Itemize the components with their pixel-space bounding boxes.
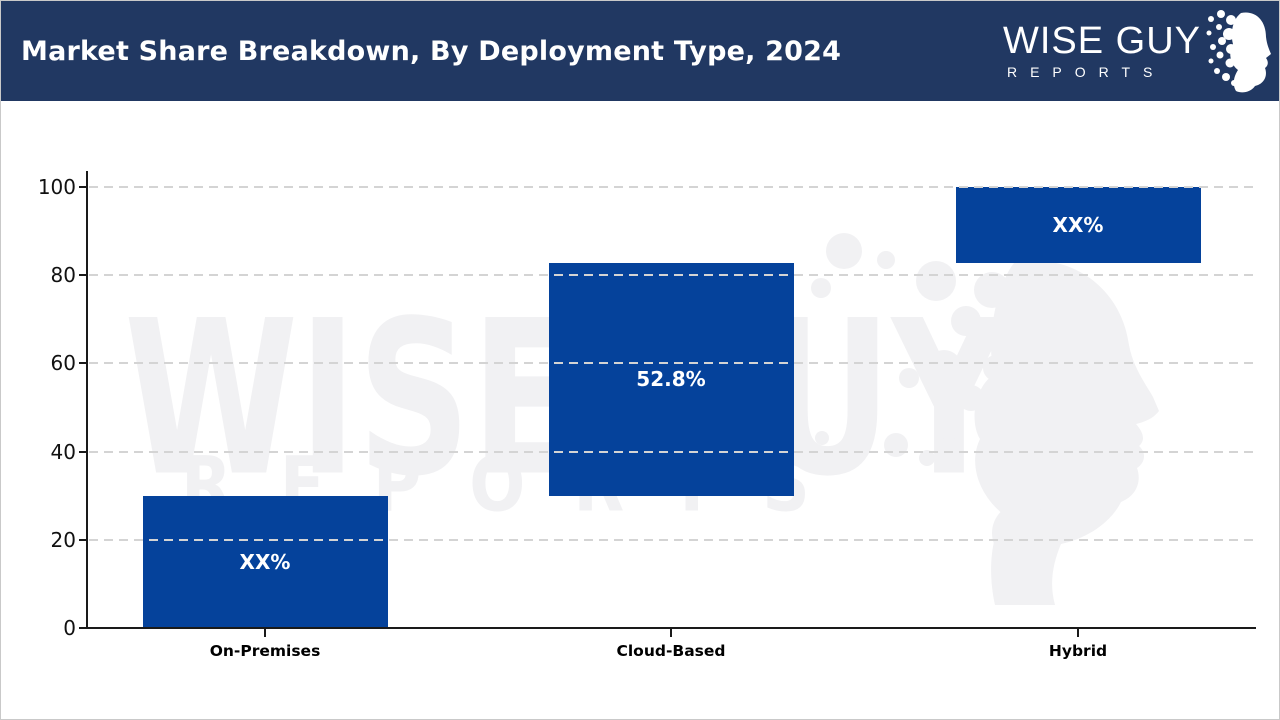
- bar-segment: [142, 495, 388, 628]
- x-tick-mark: [264, 629, 266, 637]
- x-tick-mark: [670, 629, 672, 637]
- x-axis-category-label: Cloud-Based: [616, 642, 726, 660]
- bar-segment: [955, 187, 1201, 263]
- y-tick-label: 40: [50, 439, 76, 464]
- logo-wordmark: WISE GUY: [1002, 20, 1201, 62]
- wise-guy-logo: WISE GUY REPORTS: [1003, 7, 1271, 95]
- gridline: [89, 450, 1255, 453]
- bar-value-label: XX%: [239, 549, 291, 574]
- logo-subtitle: REPORTS: [1006, 64, 1166, 80]
- x-axis-category-label: Hybrid: [1048, 642, 1108, 660]
- bar-value-label: XX%: [1052, 212, 1104, 237]
- logo-text: WISE GUY REPORTS: [1003, 22, 1201, 80]
- y-tick-label: 20: [50, 527, 76, 552]
- x-axis-category-label: On-Premises: [209, 642, 321, 660]
- x-tick-mark: [1077, 629, 1079, 637]
- gridline: [89, 362, 1255, 365]
- logo-face-icon: [1206, 10, 1271, 93]
- y-tick-label: 60: [50, 351, 76, 376]
- bar-segment: [548, 262, 794, 496]
- y-tick-mark: [79, 538, 87, 541]
- gridline: [89, 538, 1255, 541]
- header-bar: Market Share Breakdown, By Deployment Ty…: [1, 1, 1279, 101]
- y-tick-label: 100: [37, 175, 76, 199]
- x-axis-line: [86, 627, 1256, 629]
- y-tick-label: 0: [63, 616, 76, 640]
- gridline: [89, 186, 1255, 188]
- y-tick-mark: [79, 274, 87, 277]
- bar-value-label: 52.8%: [636, 367, 706, 392]
- gridline: [89, 274, 1255, 277]
- page-title: Market Share Breakdown, By Deployment Ty…: [21, 35, 842, 67]
- y-tick-label: 80: [50, 263, 76, 288]
- y-tick-mark: [79, 450, 87, 453]
- y-axis-line: [86, 171, 88, 629]
- watermark-face-icon: [811, 233, 1159, 605]
- y-tick-mark: [79, 627, 87, 629]
- y-tick-mark: [79, 362, 87, 365]
- y-tick-mark: [79, 186, 87, 188]
